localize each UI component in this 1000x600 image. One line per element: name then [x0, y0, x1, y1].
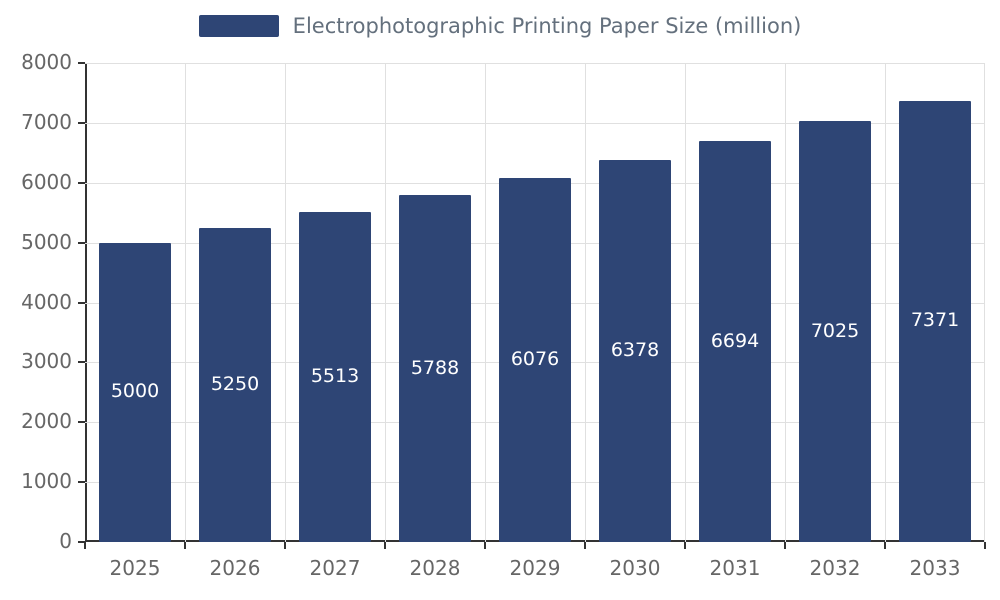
gridline-vertical: [984, 63, 985, 542]
bar-2032: 7025: [799, 121, 871, 542]
x-axis-tick-label: 2031: [709, 556, 761, 580]
y-tick-mark: [78, 181, 85, 184]
bar-value-label: 5788: [410, 356, 460, 379]
x-axis-tick-label: 2027: [309, 556, 361, 580]
gridline-vertical: [685, 63, 686, 542]
y-tick-mark: [78, 121, 85, 124]
bar-2033: 7371: [899, 100, 971, 542]
x-axis-tick-label: 2029: [509, 556, 561, 580]
x-axis-tick-label: 2033: [909, 556, 961, 580]
bar-2026: 5250: [199, 227, 271, 542]
x-axis-tick-label: 2028: [409, 556, 461, 580]
y-axis-tick-label: 1000: [21, 469, 72, 494]
gridline-horizontal: [85, 63, 985, 64]
x-tick-mark: [384, 542, 386, 549]
x-tick-mark: [184, 542, 186, 549]
y-tick-mark: [78, 301, 85, 304]
y-tick-mark: [78, 361, 85, 364]
x-axis-tick-label: 2032: [809, 556, 861, 580]
gridline-vertical: [785, 63, 786, 542]
y-axis-tick-label: 8000: [21, 50, 72, 74]
bar-value-label: 6076: [510, 348, 560, 371]
bar-2029: 6076: [499, 178, 571, 542]
y-axis-tick-label: 5000: [21, 229, 72, 254]
bar-2027: 5513: [299, 211, 371, 542]
legend-swatch: [198, 15, 279, 37]
y-axis-tick-label: 4000: [21, 289, 72, 314]
y-axis-tick-label: 7000: [21, 109, 72, 134]
x-tick-mark: [684, 542, 686, 549]
gridline-horizontal: [85, 122, 985, 124]
gridline-vertical: [285, 63, 286, 542]
x-tick-mark: [584, 542, 586, 549]
y-tick-mark: [78, 541, 85, 543]
gridline-vertical: [485, 63, 486, 542]
bar-value-label: 6694: [710, 329, 760, 352]
legend: Electrophotographic Printing Paper Size …: [0, 14, 1000, 38]
bar-2030: 6378: [599, 160, 671, 542]
y-axis-tick-label: 6000: [21, 169, 72, 194]
y-tick-mark: [78, 241, 85, 244]
x-axis-tick-label: 2030: [609, 556, 661, 580]
bar-value-label: 7025: [810, 319, 860, 342]
chart-title: Electrophotographic Printing Paper Size …: [292, 14, 802, 38]
x-tick-mark: [784, 542, 786, 549]
plot-area: 5000 5250 5513 5788 6076 6378 6694 7025 7371: [85, 63, 985, 542]
bar-value-label: 5250: [210, 372, 260, 395]
bar-2031: 6694: [699, 141, 771, 542]
gridline-vertical: [885, 63, 886, 542]
y-tick-mark: [78, 62, 85, 64]
y-tick-mark: [78, 481, 85, 484]
y-tick-mark: [78, 421, 85, 424]
bar-value-label: 5513: [310, 364, 360, 387]
x-tick-mark: [984, 542, 986, 549]
gridline-vertical: [585, 63, 586, 542]
gridline-vertical: [185, 63, 186, 542]
bar-value-label: 5000: [110, 380, 160, 403]
x-tick-mark: [284, 542, 286, 549]
y-axis-tick-label: 2000: [21, 409, 72, 434]
y-axis-tick-label: 3000: [21, 349, 72, 374]
x-tick-mark: [884, 542, 886, 549]
x-axis-tick-label: 2025: [109, 556, 161, 580]
x-tick-mark: [484, 542, 486, 549]
bar-2025: 5000: [99, 242, 171, 542]
gridline-vertical: [385, 63, 386, 542]
bar-2028: 5788: [399, 195, 471, 542]
x-axis-tick-label: 2026: [209, 556, 261, 580]
y-axis-tick-label: 0: [59, 529, 72, 553]
bar-value-label: 6378: [610, 339, 660, 362]
bar-value-label: 7371: [910, 309, 960, 332]
x-tick-mark: [84, 542, 86, 549]
